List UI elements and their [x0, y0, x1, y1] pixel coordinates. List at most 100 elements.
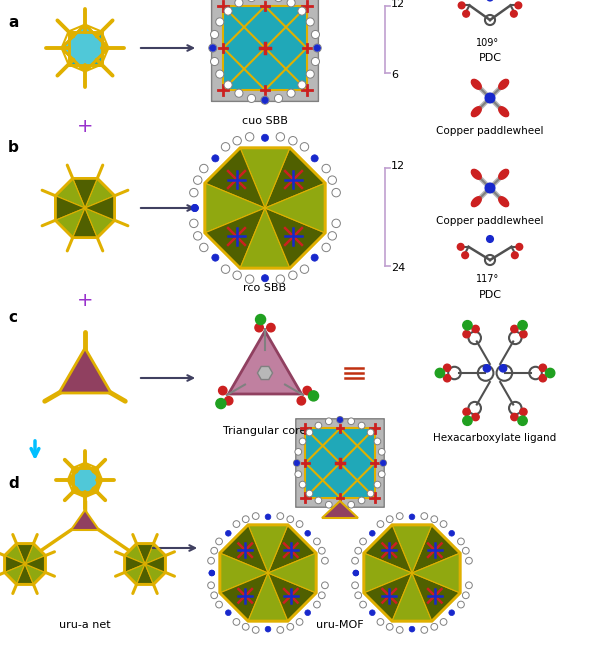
Circle shape — [289, 137, 297, 145]
Circle shape — [215, 601, 223, 608]
Polygon shape — [85, 208, 115, 237]
Circle shape — [277, 627, 284, 633]
Circle shape — [463, 416, 472, 426]
Circle shape — [377, 619, 384, 625]
Circle shape — [458, 2, 465, 9]
Circle shape — [315, 422, 322, 429]
Text: +: + — [77, 117, 93, 135]
Circle shape — [377, 520, 384, 528]
Circle shape — [295, 448, 302, 455]
Circle shape — [293, 459, 300, 466]
Polygon shape — [220, 525, 316, 621]
Ellipse shape — [499, 197, 509, 207]
Text: b: b — [8, 140, 19, 155]
Polygon shape — [137, 564, 154, 584]
Circle shape — [352, 558, 358, 564]
Circle shape — [443, 375, 451, 382]
Circle shape — [359, 601, 367, 608]
Circle shape — [397, 627, 403, 633]
Circle shape — [325, 418, 332, 424]
Circle shape — [487, 0, 493, 1]
Text: rco SBB: rco SBB — [244, 283, 287, 293]
Circle shape — [256, 314, 266, 325]
Polygon shape — [134, 553, 156, 575]
Polygon shape — [392, 573, 432, 621]
Text: 6: 6 — [391, 70, 398, 80]
Text: Copper paddlewheel: Copper paddlewheel — [436, 216, 544, 226]
Circle shape — [224, 81, 232, 89]
Text: 24: 24 — [391, 263, 405, 273]
Polygon shape — [125, 544, 166, 584]
Text: Copper paddlewheel: Copper paddlewheel — [436, 126, 544, 136]
Polygon shape — [25, 544, 46, 564]
Ellipse shape — [472, 197, 481, 207]
Polygon shape — [62, 25, 109, 72]
Polygon shape — [55, 178, 85, 208]
Circle shape — [322, 243, 331, 252]
Circle shape — [209, 570, 215, 576]
Circle shape — [374, 481, 381, 488]
Polygon shape — [364, 573, 412, 621]
Circle shape — [233, 520, 240, 528]
Ellipse shape — [499, 169, 509, 179]
Circle shape — [386, 516, 393, 522]
Circle shape — [386, 623, 393, 631]
Circle shape — [306, 70, 314, 78]
Circle shape — [211, 548, 218, 554]
Circle shape — [242, 516, 249, 522]
Circle shape — [463, 331, 470, 338]
Circle shape — [539, 364, 547, 371]
Circle shape — [306, 490, 313, 497]
Circle shape — [274, 0, 283, 1]
Circle shape — [370, 610, 375, 615]
Circle shape — [332, 188, 340, 197]
Text: Hexacarboxylate ligand: Hexacarboxylate ligand — [433, 433, 557, 443]
Polygon shape — [268, 573, 316, 621]
Circle shape — [322, 558, 328, 564]
Polygon shape — [59, 348, 111, 393]
Polygon shape — [205, 148, 265, 208]
Circle shape — [226, 530, 231, 536]
Circle shape — [472, 414, 479, 420]
Polygon shape — [125, 556, 145, 572]
Polygon shape — [71, 510, 99, 530]
Polygon shape — [392, 525, 432, 573]
Circle shape — [233, 137, 241, 145]
Polygon shape — [73, 468, 97, 492]
Circle shape — [463, 592, 469, 599]
Circle shape — [233, 619, 240, 625]
Circle shape — [518, 416, 527, 426]
Circle shape — [296, 520, 303, 528]
Circle shape — [463, 11, 469, 17]
Text: uru-a net: uru-a net — [59, 620, 111, 630]
Circle shape — [287, 516, 293, 522]
Circle shape — [353, 570, 359, 576]
Circle shape — [421, 627, 428, 633]
Circle shape — [539, 375, 547, 382]
Polygon shape — [145, 544, 166, 564]
Text: PDC: PDC — [479, 290, 502, 300]
Circle shape — [300, 143, 308, 151]
Circle shape — [215, 538, 223, 545]
Polygon shape — [68, 32, 101, 64]
Ellipse shape — [472, 80, 481, 90]
Circle shape — [374, 438, 381, 445]
Circle shape — [287, 623, 293, 631]
Polygon shape — [268, 525, 316, 573]
Circle shape — [265, 627, 271, 632]
Polygon shape — [265, 148, 325, 208]
Circle shape — [337, 416, 343, 423]
Circle shape — [435, 369, 445, 378]
Polygon shape — [220, 553, 268, 593]
Circle shape — [233, 271, 241, 280]
Circle shape — [379, 448, 385, 455]
Circle shape — [208, 558, 214, 564]
Circle shape — [358, 422, 365, 429]
Circle shape — [325, 501, 332, 508]
Circle shape — [511, 414, 518, 420]
Circle shape — [431, 623, 437, 631]
Polygon shape — [55, 178, 115, 237]
Circle shape — [485, 93, 495, 103]
Polygon shape — [55, 196, 85, 220]
Polygon shape — [17, 544, 34, 564]
